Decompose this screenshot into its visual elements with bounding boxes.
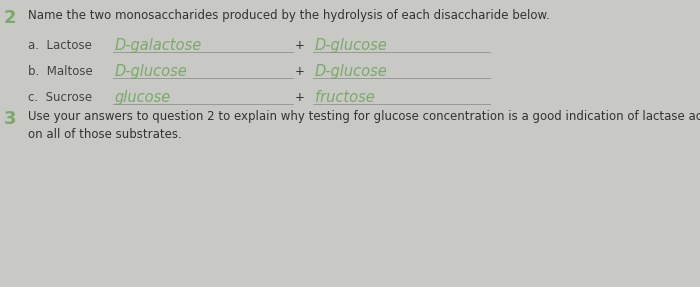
Text: c.  Sucrose: c. Sucrose [28, 91, 92, 104]
Text: +: + [295, 39, 305, 52]
Text: fructose: fructose [315, 90, 374, 105]
Text: 2: 2 [4, 9, 17, 27]
Text: D-glucose: D-glucose [115, 64, 188, 79]
Text: Name the two monosaccharides produced by the hydrolysis of each disaccharide bel: Name the two monosaccharides produced by… [28, 9, 550, 22]
Text: +: + [295, 91, 305, 104]
Text: D-glucose: D-glucose [315, 64, 388, 79]
Text: glucose: glucose [115, 90, 172, 105]
Text: b.  Maltose: b. Maltose [28, 65, 92, 78]
Text: Use your answers to question 2 to explain why testing for glucose concentration : Use your answers to question 2 to explai… [28, 110, 700, 141]
Text: a.  Lactose: a. Lactose [28, 39, 92, 52]
Text: D-galactose: D-galactose [115, 38, 202, 53]
Text: 3: 3 [4, 110, 17, 128]
Text: +: + [295, 65, 305, 78]
Text: D-glucose: D-glucose [315, 38, 388, 53]
